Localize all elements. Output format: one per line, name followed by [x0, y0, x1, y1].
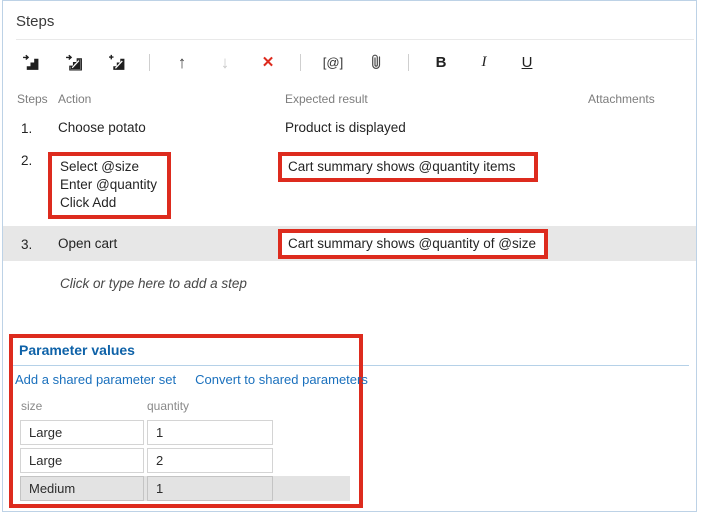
annotation-box-expected: Cart summary shows @quantity items	[278, 152, 538, 182]
step-expected-cell[interactable]: Product is displayed	[285, 120, 406, 135]
step-row-3-selected[interactable]: 3. Open cart Cart summary shows @quantit…	[3, 226, 696, 261]
param-column-size: size	[21, 399, 43, 413]
step-number: 1.	[21, 121, 33, 136]
attachment-icon[interactable]	[365, 51, 387, 73]
step-row-1[interactable]: 1. Choose potato Product is displayed	[3, 120, 696, 136]
parameter-section-divider	[11, 365, 689, 366]
parameter-table-headers: size quantity	[13, 399, 359, 413]
add-step-row[interactable]: Click or type here to add a step	[3, 276, 696, 291]
toolbar-separator	[300, 53, 301, 71]
move-step-down-icon: ↓	[220, 52, 230, 72]
title-divider	[16, 39, 694, 40]
parameter-values-title: Parameter values	[19, 342, 135, 358]
insert-parameter-icon[interactable]: [@]	[322, 54, 344, 70]
param-column-quantity: quantity	[147, 399, 190, 413]
parameter-row[interactable]: Large 2	[20, 448, 350, 473]
param-size-cell[interactable]: Large	[20, 448, 144, 473]
toolbar-separator	[408, 53, 409, 71]
column-header-action: Action	[58, 92, 92, 106]
bold-icon[interactable]: B	[435, 53, 447, 71]
step-attachments-cell	[588, 120, 696, 136]
move-step-up-icon[interactable]: ↑	[177, 52, 187, 72]
step-action-cell[interactable]: Open cart	[58, 236, 118, 251]
step-number: 2.	[21, 153, 33, 168]
add-step-placeholder[interactable]: Click or type here to add a step	[60, 276, 247, 291]
steps-grid-header: Steps Action Expected result Attachments	[3, 90, 696, 106]
param-quantity-cell[interactable]: 1	[147, 476, 273, 501]
steps-toolbar: ↑ ↓ ✕ [@] B I U	[3, 40, 696, 80]
delete-step-icon[interactable]: ✕	[261, 53, 275, 71]
toolbar-separator	[149, 53, 150, 71]
steps-panel: Steps ↑ ↓ ✕	[2, 0, 697, 512]
insert-shared-steps-icon[interactable]	[63, 51, 85, 73]
insert-step-icon[interactable]	[20, 51, 42, 73]
step-action-cell[interactable]: Choose potato	[58, 120, 146, 135]
annotation-box-expected: Cart summary shows @quantity of @size	[278, 228, 548, 259]
parameter-row[interactable]: Large 1	[20, 420, 350, 445]
step-action-line[interactable]: Click Add	[60, 195, 117, 210]
step-row-2[interactable]: 2. Select @size Enter @quantity Click Ad…	[3, 152, 696, 219]
parameter-table: Large 1 Large 2 Medium 1	[13, 420, 359, 501]
annotation-box-parameter-values: Parameter values Add a shared parameter …	[9, 334, 368, 508]
step-action-line[interactable]: Select @size	[60, 159, 139, 174]
param-quantity-cell[interactable]: 2	[147, 448, 273, 473]
convert-to-shared-parameters-link[interactable]: Convert to shared parameters	[195, 372, 368, 387]
step-expected-cell[interactable]: Cart summary shows @quantity items	[288, 159, 516, 174]
column-header-steps: Steps	[17, 92, 48, 106]
parameter-row-selected[interactable]: Medium 1	[20, 476, 350, 501]
param-quantity-cell[interactable]: 1	[147, 420, 273, 445]
underline-icon[interactable]: U	[521, 53, 533, 71]
step-number: 3.	[21, 236, 33, 252]
page-title: Steps	[16, 13, 55, 30]
param-size-cell[interactable]: Large	[20, 420, 144, 445]
step-action-line[interactable]: Enter @quantity	[60, 177, 158, 192]
italic-icon[interactable]: I	[481, 53, 487, 70]
column-header-expected-result: Expected result	[285, 92, 368, 106]
param-size-cell[interactable]: Medium	[20, 476, 144, 501]
step-expected-cell[interactable]: Cart summary shows @quantity of @size	[288, 235, 536, 251]
column-header-attachments: Attachments	[588, 92, 655, 106]
parameter-links: Add a shared parameter set Convert to sh…	[15, 372, 368, 387]
annotation-box-action: Select @size Enter @quantity Click Add	[48, 152, 172, 219]
add-shared-parameter-set-link[interactable]: Add a shared parameter set	[15, 372, 177, 387]
create-shared-steps-icon[interactable]	[106, 51, 128, 73]
